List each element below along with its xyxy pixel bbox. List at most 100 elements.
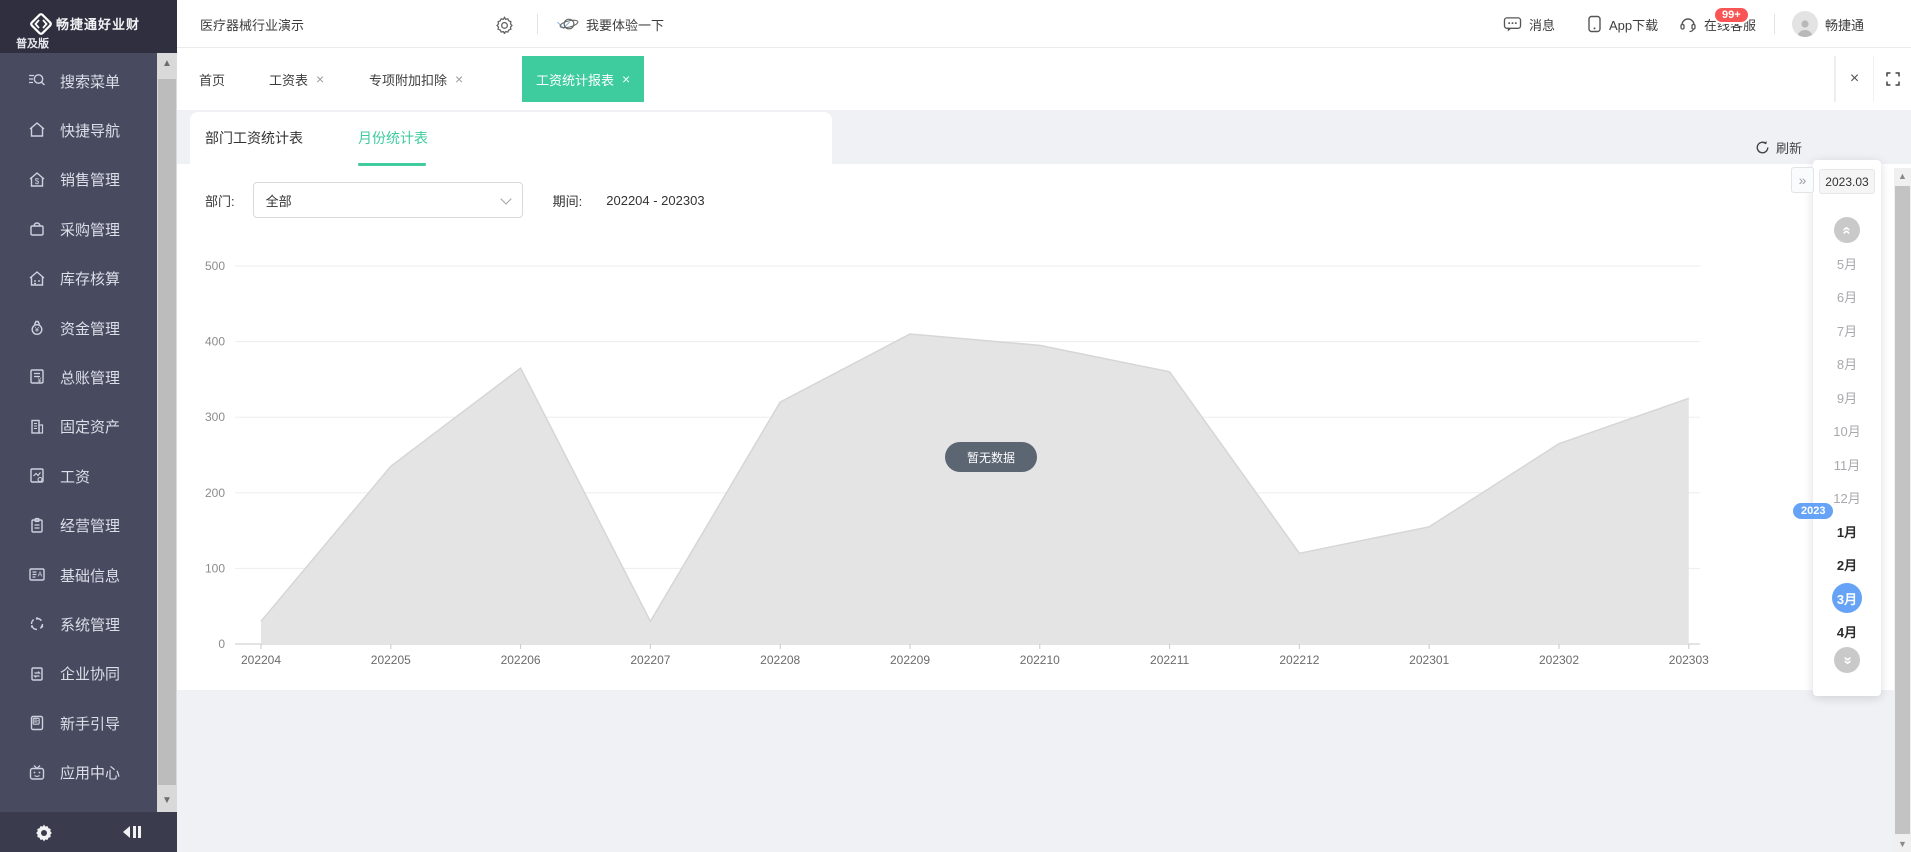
sidebar-item-label: 经营管理 bbox=[60, 518, 121, 536]
page-scroll-up-icon[interactable]: ▲ bbox=[1898, 171, 1907, 181]
report-tab-1[interactable]: 部门工资统计表 bbox=[205, 130, 303, 146]
sidebar-item-9[interactable]: 工资 bbox=[0, 456, 157, 496]
period-input[interactable]: 2023.03 bbox=[1819, 169, 1875, 194]
svg-text:A: A bbox=[38, 572, 43, 579]
purchase-icon bbox=[27, 219, 47, 239]
sidebar-item-3[interactable]: $ 销售管理 bbox=[0, 160, 157, 200]
month-option-2月[interactable]: 2月 bbox=[1836, 558, 1858, 573]
month-option-12月[interactable]: 12月 bbox=[1833, 491, 1861, 506]
month-option-3月[interactable]: 3月 bbox=[1813, 583, 1881, 613]
sidebar-item-2[interactable]: 快捷导航 bbox=[0, 110, 157, 150]
month-option-4月[interactable]: 4月 bbox=[1836, 625, 1858, 640]
svg-text:0: 0 bbox=[218, 637, 225, 651]
close-tab-icon[interactable]: × bbox=[622, 71, 631, 87]
experience-label: 我要体验一下 bbox=[586, 17, 665, 33]
sidebar-scroll-down-icon[interactable]: ▼ bbox=[157, 790, 177, 812]
workspace-tab-label: 专项附加扣除 bbox=[369, 72, 448, 88]
guide-icon: 新 bbox=[27, 713, 47, 733]
workspace-tab-3[interactable]: 专项附加扣除 × bbox=[355, 56, 477, 102]
month-option-1月[interactable]: 1月 bbox=[1836, 524, 1858, 540]
monthly-salary-area-chart: 0 100 200 300 400 500 202204 202205 202206 202207… bbox=[177, 250, 1737, 680]
sidebar-item-6[interactable]: ¥ 资金管理 bbox=[0, 308, 157, 348]
experience-link[interactable]: 我要体验一下 bbox=[559, 0, 664, 48]
scroll-months-up-button[interactable]: « bbox=[1834, 217, 1860, 243]
sidebar-item-5[interactable]: 库存核算 bbox=[0, 259, 157, 299]
workspace-tab-label: 工资统计报表 bbox=[536, 72, 615, 88]
report-tab-2[interactable]: 月份统计表 bbox=[358, 130, 428, 146]
brand-title: 畅捷通好业财 bbox=[56, 17, 141, 32]
sidebar-item-label: 系统管理 bbox=[60, 616, 121, 634]
company-switcher[interactable]: 医疗器械行业演示 bbox=[200, 0, 570, 48]
svg-text:300: 300 bbox=[205, 410, 225, 424]
svg-text:202211: 202211 bbox=[1150, 653, 1189, 667]
sidebar-item-1[interactable]: 搜索菜单 bbox=[0, 61, 157, 101]
page-scrollbar[interactable]: ▲ ▼ bbox=[1894, 168, 1911, 852]
svg-text:400: 400 bbox=[205, 335, 225, 349]
refresh-button[interactable]: 刷新 bbox=[1755, 138, 1802, 157]
content-footer-area bbox=[177, 690, 1911, 852]
svg-text:202207: 202207 bbox=[630, 653, 670, 667]
svg-text:新: 新 bbox=[33, 717, 39, 725]
system-icon bbox=[27, 614, 47, 634]
user-chip[interactable]: 畅捷通 bbox=[1792, 0, 1864, 48]
topbar-gear-icon[interactable] bbox=[495, 0, 514, 48]
page-scroll-down-icon[interactable]: ▼ bbox=[1898, 839, 1907, 849]
collapse-sidebar-icon[interactable] bbox=[121, 823, 143, 841]
scroll-months-down-button[interactable]: « bbox=[1834, 647, 1860, 673]
sidebar-item-label: 资金管理 bbox=[60, 320, 121, 338]
sidebar-item-label: 采购管理 bbox=[60, 221, 121, 239]
month-option-8月[interactable]: 8月 bbox=[1836, 357, 1858, 372]
sidebar-scrollbar[interactable]: ▲ ▼ bbox=[157, 53, 177, 812]
department-select[interactable]: 全部 bbox=[252, 182, 523, 218]
year-badge: 2023 bbox=[1793, 503, 1834, 519]
close-all-tabs-button[interactable]: × bbox=[1835, 56, 1873, 102]
svg-text:202210: 202210 bbox=[1020, 653, 1060, 667]
panel-collapse-handle[interactable]: » bbox=[1791, 167, 1814, 193]
workspace-tab-4[interactable]: 工资统计报表 × bbox=[522, 56, 645, 102]
messages-badge: 99+ bbox=[1713, 6, 1750, 24]
workspace-tab-1[interactable]: 首页 bbox=[185, 56, 239, 102]
sidebar-item-label: 固定资产 bbox=[60, 419, 121, 437]
phone-icon bbox=[1587, 15, 1602, 33]
chevron-down-icon bbox=[499, 192, 512, 205]
sidebar-footer bbox=[0, 812, 177, 852]
sidebar-item-13[interactable]: 企业协同 bbox=[0, 654, 157, 694]
messages-button[interactable]: 消息 bbox=[1503, 0, 1555, 48]
sidebar-item-label: 应用中心 bbox=[60, 765, 121, 783]
svg-text:$: $ bbox=[35, 177, 40, 186]
baseinfo-icon: A bbox=[27, 565, 47, 585]
sidebar-scroll-thumb[interactable] bbox=[158, 79, 176, 785]
sidebar-scroll-up-icon[interactable]: ▲ bbox=[157, 53, 177, 75]
workspace-tab-2[interactable]: 工资表 × bbox=[255, 56, 338, 102]
sidebar-item-14[interactable]: 新 新手引导 bbox=[0, 703, 157, 743]
sidebar-item-11[interactable]: A 基础信息 bbox=[0, 555, 157, 595]
company-name: 医疗器械行业演示 bbox=[200, 17, 305, 33]
month-option-6月[interactable]: 6月 bbox=[1836, 290, 1858, 305]
message-bubble-icon bbox=[1503, 16, 1522, 33]
page-scroll-thumb[interactable] bbox=[1895, 186, 1910, 834]
messages-label: 消息 bbox=[1529, 17, 1556, 33]
sidebar-item-label: 库存核算 bbox=[60, 271, 121, 289]
close-tab-icon[interactable]: × bbox=[455, 71, 464, 87]
payroll-icon bbox=[27, 466, 47, 486]
svg-text:202208: 202208 bbox=[760, 653, 800, 667]
month-option-5月[interactable]: 5月 bbox=[1836, 256, 1858, 272]
month-option-9月[interactable]: 9月 bbox=[1836, 390, 1858, 406]
sidebar-item-4[interactable]: 采购管理 bbox=[0, 209, 157, 249]
sidebar-item-15[interactable]: 应用中心 bbox=[0, 753, 157, 793]
month-option-7月[interactable]: 7月 bbox=[1836, 323, 1858, 339]
sidebar-item-7[interactable]: ¥ 总账管理 bbox=[0, 357, 157, 397]
sidebar-item-label: 总账管理 bbox=[60, 369, 121, 387]
month-option-11月[interactable]: 11月 bbox=[1833, 457, 1861, 473]
refresh-icon bbox=[1755, 140, 1770, 155]
workspace-tab-label: 工资表 bbox=[269, 72, 309, 88]
month-option-10月[interactable]: 10月 bbox=[1833, 424, 1861, 439]
app-download-button[interactable]: App下载 bbox=[1587, 0, 1658, 48]
sidebar-item-8[interactable]: 固定资产 bbox=[0, 407, 157, 447]
settings-gear-icon[interactable] bbox=[34, 822, 54, 842]
close-tab-icon[interactable]: × bbox=[316, 71, 325, 87]
sidebar-item-10[interactable]: 经营管理 bbox=[0, 506, 157, 546]
sidebar-item-label: 快捷导航 bbox=[60, 122, 121, 140]
fullscreen-icon[interactable] bbox=[1873, 56, 1911, 102]
sidebar-item-12[interactable]: 系统管理 bbox=[0, 604, 157, 644]
